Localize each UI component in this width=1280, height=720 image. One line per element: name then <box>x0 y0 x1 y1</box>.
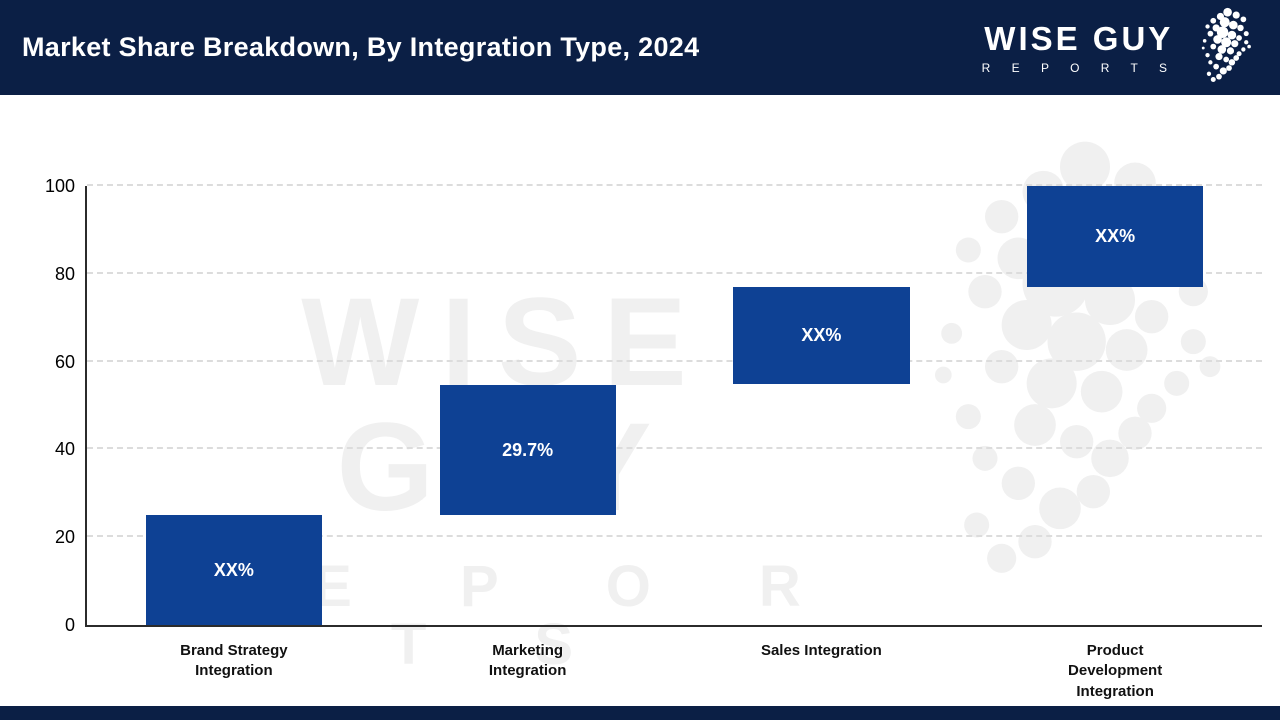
x-tick-label-4: Product Development Integration <box>1068 642 1163 700</box>
footer-bar <box>0 706 1280 720</box>
x-tick-label-2: Marketing Integration <box>488 642 567 680</box>
bar-value-label: XX% <box>801 324 842 345</box>
bar-3: XX% <box>733 286 910 384</box>
bar-value-label: XX% <box>213 559 254 580</box>
bar-value-label: 29.7% <box>502 439 554 460</box>
bar-value-label: XX% <box>1095 226 1136 246</box>
brand-subtitle: R E P O R T S <box>981 61 1176 75</box>
gridline-20 <box>87 535 1262 538</box>
y-tick-label-40: 40 <box>54 439 75 460</box>
plot-area: Brand Strategy Integration Marketing Inte… <box>45 176 1262 700</box>
gridline-60 <box>87 359 1262 362</box>
x-tick-label-3: Sales Integration <box>760 642 882 659</box>
gridline-80 <box>87 271 1262 274</box>
gridline-40 <box>87 447 1262 450</box>
y-tick-label-100: 100 <box>44 176 75 196</box>
page-title: Market Share Breakdown, By Integration T… <box>22 32 700 62</box>
brand-logo-text: WISE GUY R E P O R T S <box>982 20 1176 75</box>
x-axis-labels: Brand Strategy Integration Marketing Inte… <box>87 641 1262 711</box>
bar-2: 29.7% <box>439 384 616 516</box>
bar-4: XX% <box>1027 186 1204 287</box>
y-tick-label-60: 60 <box>54 351 75 372</box>
y-tick-label-80: 80 <box>54 263 75 284</box>
y-tick-label-0: 0 <box>64 615 75 635</box>
x-tick-label-1: Brand Strategy Integration <box>180 642 288 680</box>
bar-1: XX% <box>145 515 322 625</box>
header-bar: Market Share Breakdown, By Integration T… <box>0 0 1280 95</box>
logo-head-icon <box>1180 5 1258 91</box>
brand-name: WISE GUY <box>984 20 1174 57</box>
brand-logo: WISE GUY R E P O R T S <box>982 5 1258 91</box>
chart-area: WISE GUY R E P O R T S Brand Strategy In… <box>0 95 1280 706</box>
gridline-100 <box>87 184 1262 186</box>
y-tick-label-20: 20 <box>54 527 75 548</box>
